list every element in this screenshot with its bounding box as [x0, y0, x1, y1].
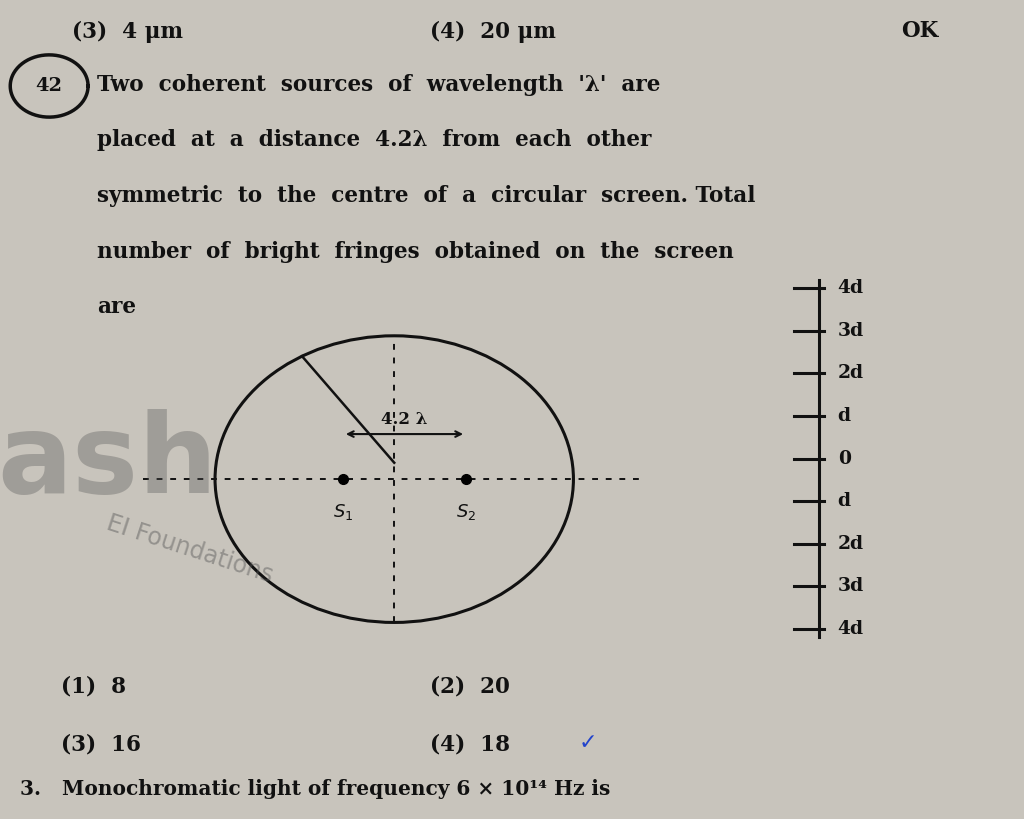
- Text: OK: OK: [901, 20, 938, 43]
- Text: ash: ash: [0, 410, 218, 516]
- Text: number  of  bright  fringes  obtained  on  the  screen: number of bright fringes obtained on the…: [97, 241, 734, 263]
- Text: symmetric  to  the  centre  of  a  circular  screen. Total: symmetric to the centre of a circular sc…: [97, 185, 756, 207]
- Text: (1)  8: (1) 8: [61, 676, 127, 698]
- Text: ✓: ✓: [579, 733, 597, 753]
- Text: $S_1$: $S_1$: [333, 502, 353, 522]
- Text: are: are: [97, 296, 136, 319]
- Text: 3.   Monochromatic light of frequency 6 × 10¹⁴ Hz is: 3. Monochromatic light of frequency 6 × …: [20, 779, 611, 799]
- Text: $S_2$: $S_2$: [456, 502, 476, 522]
- Text: 42: 42: [36, 77, 62, 95]
- Text: 4d: 4d: [838, 279, 864, 297]
- Text: (3)  16: (3) 16: [61, 733, 141, 755]
- Text: EI Foundations: EI Foundations: [103, 510, 275, 587]
- Text: 4d: 4d: [838, 620, 864, 638]
- Text: d: d: [838, 492, 851, 510]
- Text: Two  coherent  sources  of  wavelength  'λ'  are: Two coherent sources of wavelength 'λ' a…: [97, 74, 660, 96]
- Text: 3d: 3d: [838, 322, 864, 340]
- Text: 0: 0: [838, 450, 851, 468]
- Text: d: d: [838, 407, 851, 425]
- Text: 2d: 2d: [838, 535, 864, 553]
- Text: (4)  18: (4) 18: [430, 733, 525, 755]
- Text: 4.2 λ: 4.2 λ: [381, 411, 428, 428]
- Text: (2)  20: (2) 20: [430, 676, 510, 698]
- Text: (3)  4 μm: (3) 4 μm: [72, 20, 182, 43]
- Text: 3d: 3d: [838, 577, 864, 595]
- Text: placed  at  a  distance  4.2λ  from  each  other: placed at a distance 4.2λ from each othe…: [97, 129, 651, 152]
- Text: (4)  20 μm: (4) 20 μm: [430, 20, 556, 43]
- Text: 2d: 2d: [838, 364, 864, 382]
